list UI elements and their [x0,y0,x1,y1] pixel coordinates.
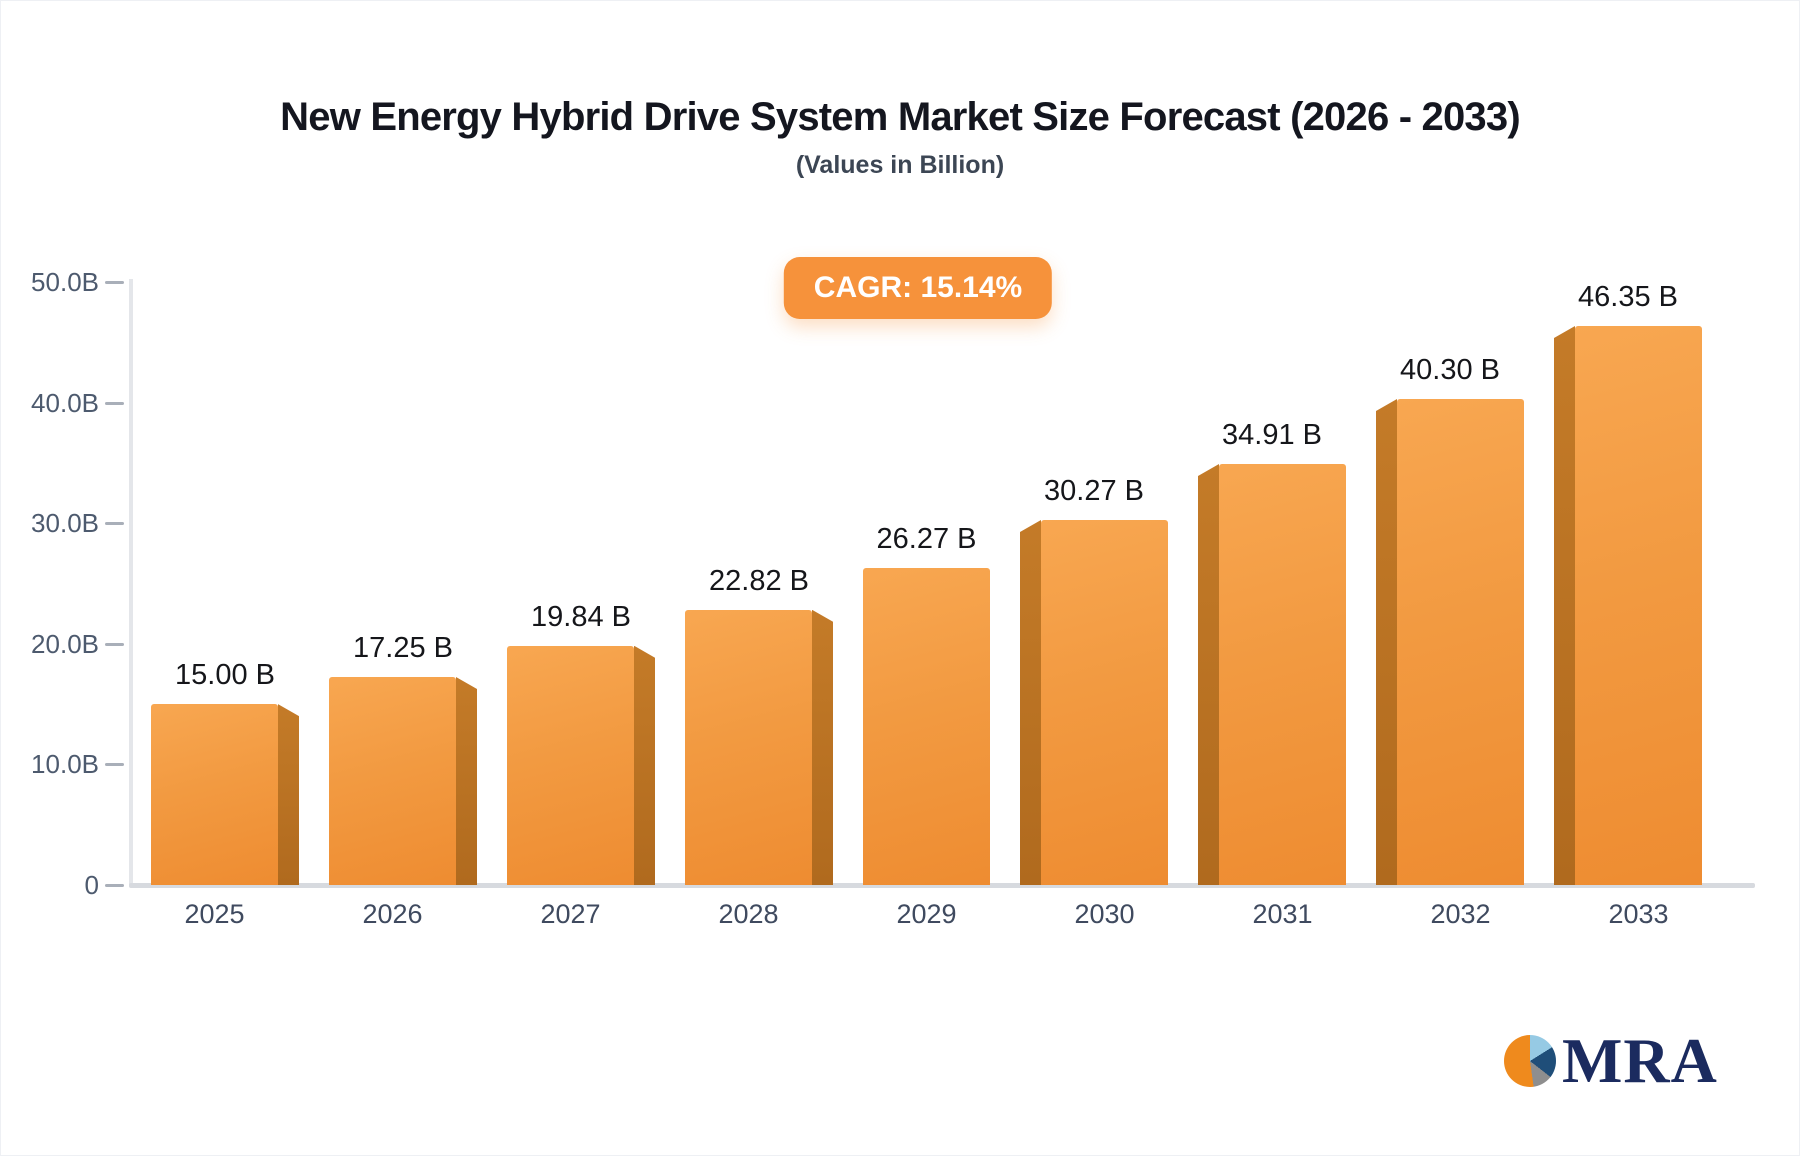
x-tick-label: 2033 [1608,899,1669,929]
bar-2030: 30.27 B [1020,475,1168,885]
bar-face [1575,326,1702,885]
y-tick-mark [105,763,124,767]
bar-value-label: 22.82 B [709,564,809,597]
bar-2032: 40.30 B [1376,354,1524,885]
bar-value-label: 19.84 B [531,600,631,633]
x-tick-label: 2029 [896,899,957,929]
y-tick-mark [105,522,124,526]
bar-face [1041,519,1168,885]
bar-face [1397,398,1524,885]
y-tick-mark [105,642,124,646]
bar-3d-side [812,609,833,885]
bar-value-label: 34.91 B [1222,418,1322,451]
bar-3d-side [1198,463,1219,885]
bar-3d-side [1376,398,1397,885]
bar-2026: 17.25 B [329,632,477,885]
bar-face [329,676,456,885]
bar-face [863,568,990,885]
y-tick-label: 40.0B [31,387,99,418]
bar-value-label: 15.00 B [175,659,275,692]
bar-2028: 22.82 B [685,565,833,885]
bar-value-label: 46.35 B [1578,281,1678,314]
mra-logo: MRA [1504,1029,1718,1093]
cagr-badge: CAGR: 15.14% [783,257,1053,319]
bar-2031: 34.91 B [1198,419,1346,885]
x-tick-label: 2028 [718,899,779,929]
chart-subtitle: (Values in Billion) [795,151,1005,179]
y-tick-label: 0 [84,870,99,900]
y-tick-mark [105,281,124,284]
bar-value-label: 40.30 B [1400,353,1500,386]
x-axis-baseline [129,883,1755,888]
bar-3d-side [1554,326,1575,885]
x-tick-label: 2026 [362,899,423,929]
y-tick-label: 50.0B [31,267,99,297]
bar-2027: 19.84 B [507,601,655,885]
bar-value-label: 17.25 B [353,631,453,664]
bar-2033: 46.35 B [1554,281,1702,885]
bar-face [507,645,634,885]
chart-title: New Energy Hybrid Drive System Market Si… [280,95,1520,139]
bar-3d-side [1020,519,1041,885]
bar-value-label: 26.27 B [876,523,977,556]
bar-3d-side [278,704,299,885]
bar-2025: 15.00 B [151,659,299,885]
x-tick-label: 2031 [1252,899,1313,929]
x-tick-label: 2030 [1074,899,1135,929]
x-tick-label: 2025 [184,899,245,929]
bar-face [151,704,278,885]
bar-value-label: 30.27 B [1044,474,1144,507]
bar-face [1219,463,1346,885]
x-tick-label: 2027 [540,899,601,929]
logo-text: MRA [1562,1025,1718,1096]
y-tick-mark [105,884,124,887]
bar-face [685,609,812,885]
y-axis-line [129,279,133,885]
bar-2029: 26.27 B [863,523,990,885]
y-tick-label: 10.0B [31,749,99,780]
y-tick-label: 20.0B [31,628,99,659]
y-tick-mark [105,401,124,405]
bar-3d-side [634,645,655,885]
x-tick-label: 2032 [1430,899,1491,929]
bar-3d-side [456,676,477,885]
pie-chart-logo-icon [1504,1035,1556,1087]
y-tick-label: 30.0B [31,508,99,539]
